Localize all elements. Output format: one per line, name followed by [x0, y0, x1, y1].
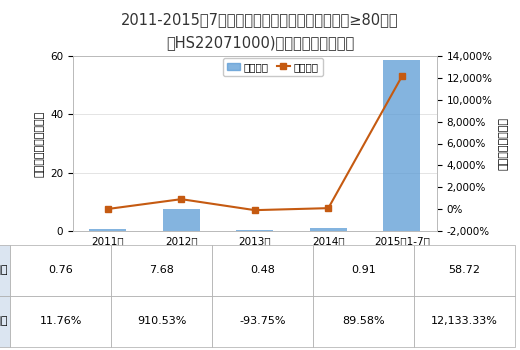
Bar	[383, 60, 420, 231]
Bar	[310, 228, 347, 231]
Y-axis label: 同比增长率（％）: 同比增长率（％）	[498, 117, 508, 170]
Bar	[163, 209, 200, 231]
Bar	[89, 229, 126, 231]
Text: （HS22071000)进口总额及增速统计: （HS22071000)进口总额及增速统计	[166, 35, 354, 50]
Text: 2011-2015年7月未改性乙醇（按容量计酒精浓度≥80％）: 2011-2015年7月未改性乙醇（按容量计酒精浓度≥80％）	[121, 12, 399, 27]
Bar	[237, 230, 273, 231]
Legend: 进口金额, 同比增长: 进口金额, 同比增长	[223, 58, 323, 76]
Y-axis label: 进口金额（百万美元）: 进口金额（百万美元）	[34, 110, 44, 177]
